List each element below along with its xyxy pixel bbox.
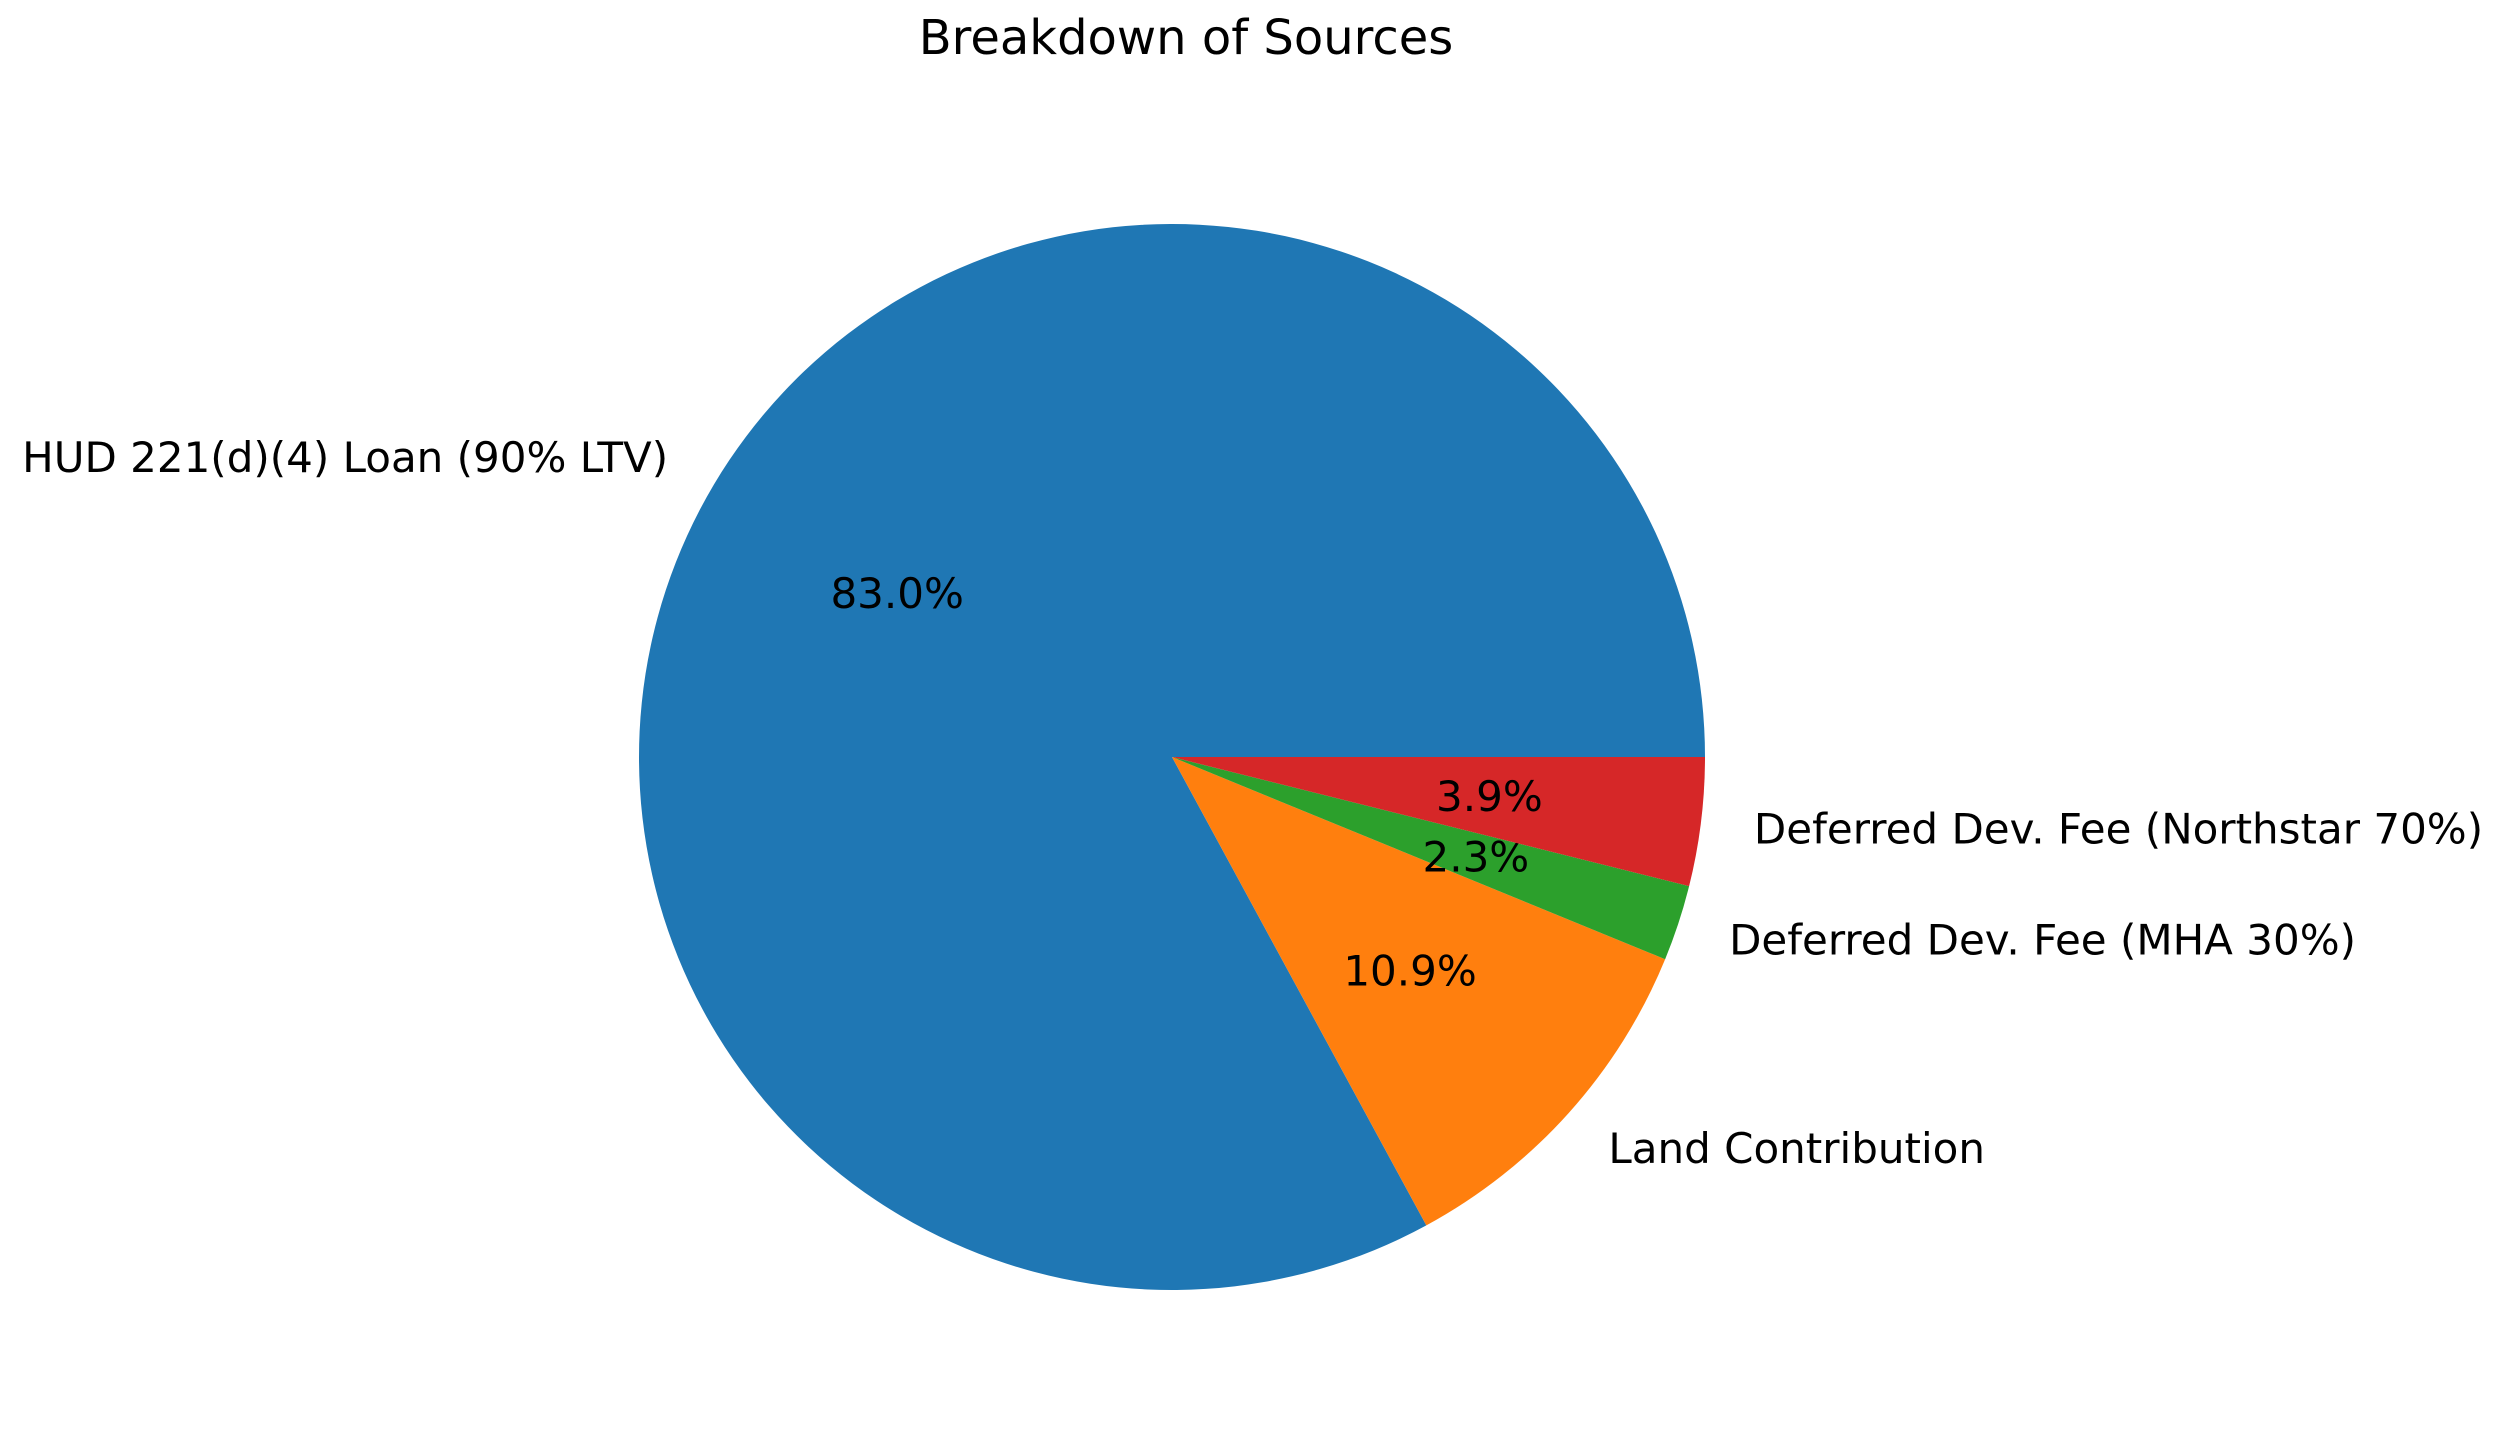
slice-label-0: HUD 221(d)(4) Loan (90% LTV) — [22, 433, 668, 482]
pie-slice-2 — [1172, 757, 1690, 960]
pie-slices-group: 83.0% HUD 221(d)(4) Loan (90% LTV) 10.9% La… — [22, 223, 2483, 1290]
pie-slice-3 — [1172, 757, 1705, 887]
pct-label-3: 3.9% — [1436, 772, 1543, 821]
pie-slice-0 — [638, 223, 1705, 1290]
slice-label-3: Deferred Dev. Fee (Northstar 70%) — [1754, 804, 2483, 853]
chart-title: Breakdown of Sources — [919, 10, 1454, 66]
slice-label-2: Deferred Dev. Fee (MHA 30%) — [1729, 915, 2356, 964]
pct-label-1: 10.9% — [1343, 946, 1476, 995]
pct-label-0: 83.0% — [830, 569, 963, 618]
slice-label-1: Land Contribution — [1608, 1124, 1985, 1173]
pie-slice-1 — [1172, 757, 1666, 1226]
